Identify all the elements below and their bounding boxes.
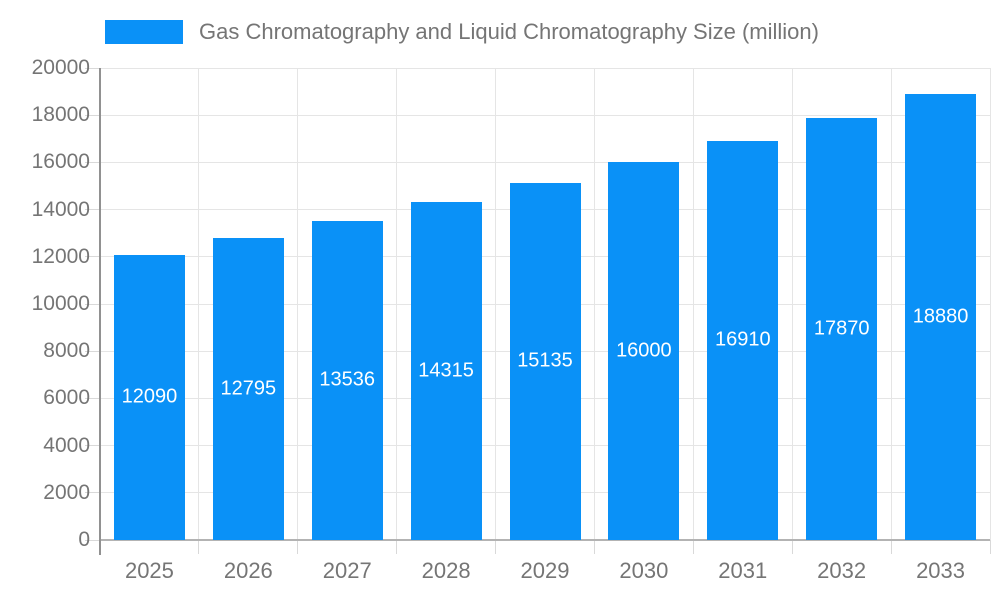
x-axis-tick xyxy=(396,540,398,554)
y-tick-label: 4000 xyxy=(43,433,90,457)
v-gridline xyxy=(198,68,200,540)
y-axis-tick xyxy=(85,256,100,258)
y-tick-label: 8000 xyxy=(43,339,90,363)
x-axis-tick xyxy=(495,540,497,554)
bar xyxy=(113,254,185,540)
bar xyxy=(608,162,680,540)
bar xyxy=(707,140,779,540)
bar-value-label: 12090 xyxy=(121,385,178,408)
x-tick-label: 2029 xyxy=(520,558,570,583)
y-axis-tick xyxy=(85,303,100,305)
y-tick-label: 0 xyxy=(78,528,90,551)
h-gridline xyxy=(100,114,990,116)
v-gridline xyxy=(593,68,595,540)
bar-value-label: 16910 xyxy=(714,328,771,351)
legend-item[interactable]: Gas Chromatography and Liquid Chromatogr… xyxy=(105,19,819,45)
y-axis-tick xyxy=(85,67,100,69)
bar-value-label: 13536 xyxy=(319,368,376,391)
h-gridline xyxy=(100,161,990,163)
bar-value-label: 12795 xyxy=(220,377,277,400)
y-axis-tick xyxy=(85,114,100,116)
bar xyxy=(311,220,383,540)
v-gridline xyxy=(495,68,497,540)
y-tick-label: 20000 xyxy=(31,56,90,79)
v-gridline xyxy=(692,68,694,540)
x-tick-label: 2033 xyxy=(916,558,966,583)
bar xyxy=(806,118,878,540)
x-axis-tick xyxy=(692,540,694,554)
bar xyxy=(905,94,977,540)
plot-area: 12090 12795 13536 14315 15135 16000 16910 17870… xyxy=(85,67,991,555)
y-axis-tick xyxy=(85,397,100,399)
x-tick-label: 2028 xyxy=(421,558,471,583)
x-tick-label: 2027 xyxy=(322,558,372,583)
v-gridline xyxy=(396,68,398,540)
y-axis-tick xyxy=(85,350,100,352)
x-tick-label: 2031 xyxy=(718,558,768,583)
x-axis-tick xyxy=(297,540,299,554)
v-gridline xyxy=(297,68,299,540)
v-gridline xyxy=(989,68,991,540)
y-axis-tick xyxy=(85,492,100,494)
y-axis-tick xyxy=(85,209,100,211)
y-tick-label: 18000 xyxy=(31,103,90,127)
h-gridline xyxy=(100,67,990,69)
legend-swatch xyxy=(105,20,183,44)
bar xyxy=(212,238,284,540)
y-tick-label: 6000 xyxy=(43,386,90,410)
bar-value-label: 15135 xyxy=(517,349,573,372)
x-tick-label: 2032 xyxy=(817,558,867,583)
legend: Gas Chromatography and Liquid Chromatogr… xyxy=(105,19,819,45)
y-axis-line xyxy=(99,68,101,555)
legend-label: Gas Chromatography and Liquid Chromatogr… xyxy=(199,19,819,44)
x-axis-tick xyxy=(593,540,595,554)
bar-value-label: 18880 xyxy=(912,305,969,328)
y-tick-label: 10000 xyxy=(31,292,90,315)
v-gridline xyxy=(791,68,793,540)
y-axis-tick xyxy=(85,161,100,163)
x-tick-label: 2026 xyxy=(223,558,273,583)
x-axis-tick xyxy=(890,540,892,554)
x-tick-label: 2030 xyxy=(619,558,669,583)
y-tick-label: 14000 xyxy=(31,197,90,221)
x-axis-tick xyxy=(198,540,200,554)
x-axis-tick xyxy=(791,540,793,554)
y-tick-label: 12000 xyxy=(31,244,90,268)
x-axis-tick xyxy=(989,540,991,554)
v-gridline xyxy=(890,68,892,540)
bar-value-label: 14315 xyxy=(418,359,474,382)
y-axis-tick xyxy=(85,445,100,447)
bar xyxy=(509,182,581,540)
bar xyxy=(410,202,482,540)
y-tick-label: 2000 xyxy=(43,480,90,504)
bar-value-label: 17870 xyxy=(813,317,870,340)
x-axis-line xyxy=(100,539,990,541)
y-axis-tick xyxy=(85,539,100,541)
bar-value-label: 16000 xyxy=(616,339,672,362)
x-tick-label: 2025 xyxy=(124,558,174,583)
y-tick-label: 16000 xyxy=(31,150,90,174)
